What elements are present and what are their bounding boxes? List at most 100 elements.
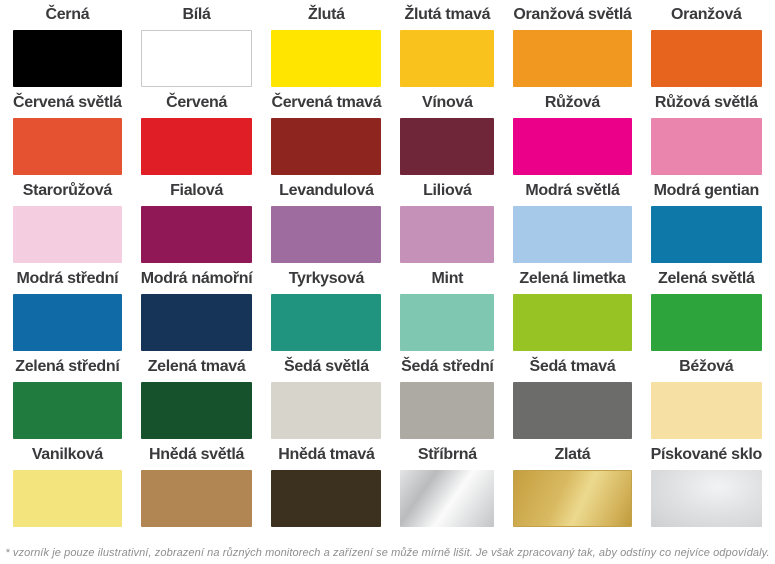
swatch-label: Růžová světlá (654, 94, 758, 111)
color-cell: Zelená světlá (650, 264, 762, 352)
color-swatch (513, 470, 632, 527)
swatch-label: Červená světlá (13, 94, 122, 111)
color-swatch (140, 382, 253, 439)
color-swatch (13, 206, 122, 263)
color-swatch (400, 206, 495, 263)
swatch-label: Stříbrná (417, 446, 477, 463)
color-cell: Žlutá tmavá (400, 0, 495, 88)
color-cell: Modrá světlá (513, 176, 632, 264)
color-cell: Růžová (513, 88, 632, 176)
color-cell: Červená světlá (13, 88, 122, 176)
color-cell: Žlutá (271, 0, 382, 88)
color-swatch (140, 118, 253, 175)
footnote: * vzorník je pouze ilustrativní, zobraze… (5, 547, 770, 559)
color-cell: Bílá (140, 0, 253, 88)
swatch-label: Hnědá světlá (149, 446, 245, 463)
color-cell: Šedá světlá (271, 352, 382, 440)
color-swatch (400, 470, 495, 527)
swatch-label: Hnědá tmavá (278, 446, 375, 463)
color-grid: Černá Bílá Žlutá Žlutá tmavá Oranžová sv… (13, 0, 763, 528)
color-cell: Starorůžová (13, 176, 122, 264)
color-swatch (13, 382, 122, 439)
color-swatch (140, 30, 253, 87)
color-cell: Mint (400, 264, 495, 352)
color-swatch (513, 118, 632, 175)
color-cell: Modrá námořní (140, 264, 253, 352)
swatch-label: Žlutá (308, 6, 345, 23)
color-cell: Béžová (650, 352, 762, 440)
swatch-label: Modrá gentian (653, 182, 760, 199)
color-swatch (650, 118, 762, 175)
color-swatch (400, 118, 495, 175)
swatch-label: Modrá světlá (525, 182, 620, 199)
color-swatch (271, 470, 382, 527)
color-cell: Růžová světlá (650, 88, 762, 176)
swatch-label: Liliová (423, 182, 472, 199)
color-swatch (400, 30, 495, 87)
color-cell: Černá (13, 0, 122, 88)
color-cell: Vanilková (13, 440, 122, 528)
color-cell: Fialová (140, 176, 253, 264)
color-cell: Tyrkysová (271, 264, 382, 352)
swatch-label: Zelená světlá (657, 270, 755, 287)
color-cell: Stříbrná (400, 440, 495, 528)
color-swatch (13, 470, 122, 527)
swatch-label: Černá (45, 6, 90, 23)
swatch-label: Fialová (170, 182, 224, 199)
color-swatch (271, 118, 382, 175)
color-cell: Zelená tmavá (140, 352, 253, 440)
color-cell: Zelená střední (13, 352, 122, 440)
color-cell: Modrá gentian (650, 176, 762, 264)
swatch-label: Vanilková (31, 446, 103, 463)
color-swatch (650, 206, 762, 263)
color-swatch (140, 206, 253, 263)
swatch-label: Šedá střední (401, 358, 494, 375)
swatch-label: Oranžová světlá (513, 6, 632, 23)
color-cell: Oranžová (650, 0, 762, 88)
swatch-label: Červená tmavá (271, 94, 382, 111)
color-swatch (271, 382, 382, 439)
swatch-label: Pískované sklo (650, 446, 763, 463)
swatch-label: Modrá střední (16, 270, 119, 287)
color-swatch (13, 294, 122, 351)
swatch-label: Vínová (422, 94, 473, 111)
color-cell: Modrá střední (13, 264, 122, 352)
color-swatch (400, 294, 495, 351)
color-cell: Šedá tmavá (513, 352, 632, 440)
swatch-label: Zlatá (554, 446, 591, 463)
color-swatch (140, 294, 253, 351)
color-swatch (513, 206, 632, 263)
swatch-label: Zelená limetka (519, 270, 626, 287)
color-swatch (513, 294, 632, 351)
swatch-label: Růžová (544, 94, 601, 111)
color-cell: Vínová (400, 88, 495, 176)
swatch-label: Béžová (679, 358, 734, 375)
color-swatch (513, 382, 632, 439)
color-cell: Oranžová světlá (513, 0, 632, 88)
color-swatch (271, 30, 382, 87)
swatch-label: Červená (166, 94, 228, 111)
swatch-label: Zelená střední (15, 358, 120, 375)
swatch-label: Žlutá tmavá (404, 6, 491, 23)
swatch-label: Oranžová (671, 6, 742, 23)
color-swatch (513, 30, 632, 87)
swatch-label: Šedá tmavá (529, 358, 616, 375)
swatch-label: Starorůžová (22, 182, 112, 199)
swatch-label: Mint (431, 270, 464, 287)
swatch-label: Levandulová (279, 182, 374, 199)
color-cell: Pískované sklo (650, 440, 763, 528)
color-swatch (140, 470, 253, 527)
color-cell: Levandulová (271, 176, 382, 264)
color-cell: Červená (140, 88, 253, 176)
color-swatch (13, 30, 122, 87)
swatch-label: Šedá světlá (284, 358, 369, 375)
color-cell: Hnědá světlá (140, 440, 253, 528)
color-swatch (650, 30, 762, 87)
color-swatch (13, 118, 122, 175)
swatch-label: Modrá námořní (140, 270, 253, 287)
color-cell: Liliová (400, 176, 495, 264)
color-swatch (400, 382, 495, 439)
color-swatch (271, 294, 382, 351)
swatch-label: Bílá (182, 6, 211, 23)
